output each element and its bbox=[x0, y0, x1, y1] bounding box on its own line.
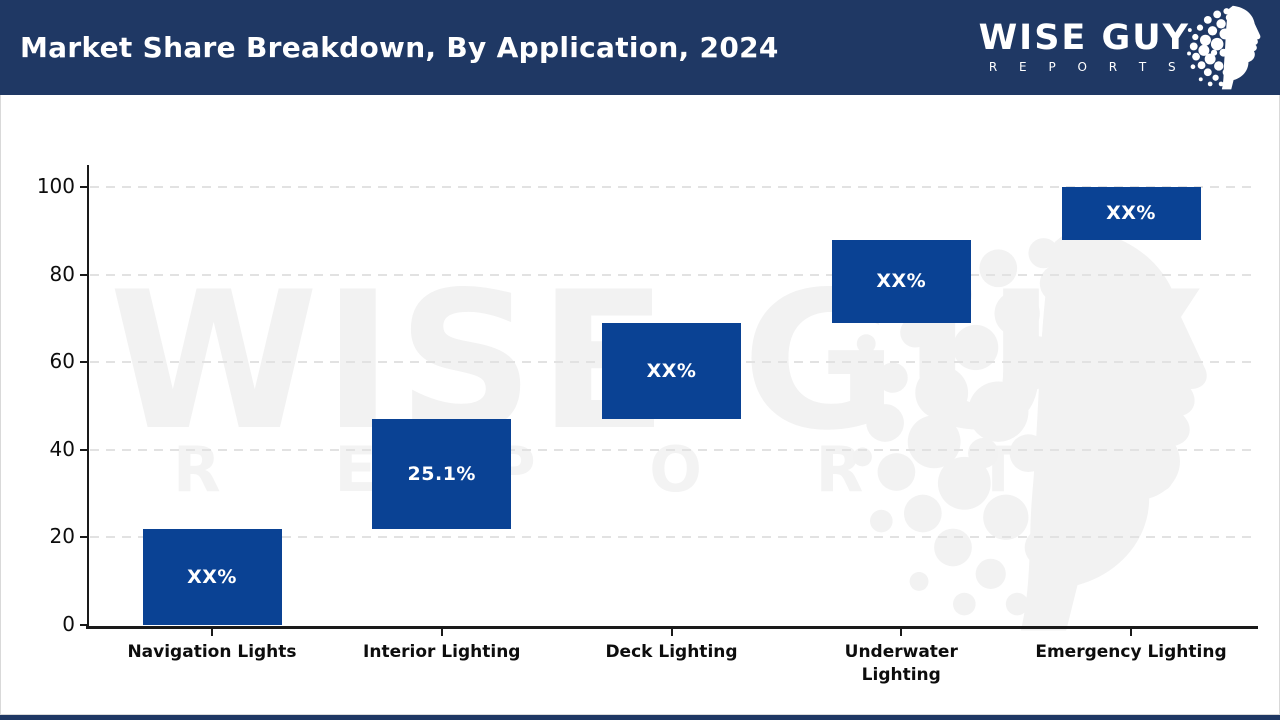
x-tick-mark bbox=[211, 628, 213, 636]
x-axis-line bbox=[86, 626, 1258, 629]
y-tick-label: 20 bbox=[49, 524, 75, 549]
bar-emergency-lighting[interactable]: XX% bbox=[1061, 187, 1201, 240]
x-tick-label-interior-lighting: Interior Lighting bbox=[363, 642, 521, 662]
header-bar: Market Share Breakdown, By Application, … bbox=[0, 0, 1280, 95]
y-gridline bbox=[90, 536, 1258, 539]
x-tick-mark bbox=[1130, 628, 1132, 636]
logo-wordmark: WISE GUY bbox=[978, 18, 1190, 58]
x-tick-mark bbox=[900, 628, 903, 636]
bar-value-label: XX% bbox=[1106, 202, 1156, 225]
y-tick-label: 40 bbox=[49, 436, 75, 461]
footer-accent-bar bbox=[0, 715, 1280, 720]
x-tick-label-emergency-lighting: Emergency Lighting bbox=[1035, 642, 1227, 662]
logo-text: WISE GUY R E P O R T S bbox=[978, 18, 1190, 75]
y-tick-label: 0 bbox=[62, 612, 75, 636]
bar-deck-lighting[interactable]: XX% bbox=[602, 322, 741, 419]
y-tick-label: 100 bbox=[36, 174, 75, 198]
chart-area: WISE GUY R E P O R T S 020406080100XX%Na… bbox=[0, 95, 1280, 715]
y-gridline bbox=[90, 448, 1258, 451]
x-tick-label-underwater-lighting: Underwater Lighting bbox=[844, 642, 958, 685]
bar-navigation-lights[interactable]: XX% bbox=[142, 528, 282, 625]
wise-guy-reports-logo: WISE GUY R E P O R T S bbox=[979, 5, 1266, 91]
y-tick-mark bbox=[80, 536, 89, 539]
y-tick-mark bbox=[80, 186, 89, 188]
page-title: Market Share Breakdown, By Application, … bbox=[20, 31, 779, 64]
bar-interior-lighting[interactable]: 25.1% bbox=[372, 418, 512, 529]
y-axis-line bbox=[87, 165, 89, 628]
logo-subtitle: R E P O R T S bbox=[988, 60, 1185, 74]
y-tick-mark bbox=[80, 624, 89, 626]
bar-value-label: XX% bbox=[646, 359, 697, 382]
y-tick-label: 60 bbox=[49, 349, 75, 374]
x-tick-mark bbox=[440, 628, 443, 636]
y-tick-mark bbox=[80, 273, 89, 276]
y-gridline bbox=[90, 273, 1258, 276]
watermark-dot-head-icon bbox=[846, 223, 1226, 638]
y-tick-mark bbox=[80, 448, 89, 451]
y-tick-label: 80 bbox=[49, 261, 75, 286]
x-tick-mark bbox=[670, 628, 673, 636]
y-gridline bbox=[90, 186, 1258, 188]
y-tick-mark bbox=[80, 361, 89, 364]
x-tick-label-navigation-lights: Navigation Lights bbox=[127, 642, 297, 662]
x-tick-label-deck-lighting: Deck Lighting bbox=[605, 642, 738, 662]
bar-underwater-lighting[interactable]: XX% bbox=[831, 239, 971, 323]
bar-value-label: XX% bbox=[187, 565, 237, 588]
dot-head-icon bbox=[1184, 5, 1266, 91]
bar-value-label: 25.1% bbox=[407, 462, 476, 485]
bar-value-label: XX% bbox=[876, 270, 927, 293]
